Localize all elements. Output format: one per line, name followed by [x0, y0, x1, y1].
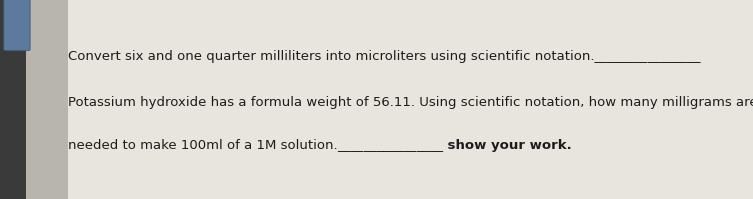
- Text: Potassium hydroxide has a formula weight of 56.11. Using scientific notation, ho: Potassium hydroxide has a formula weight…: [68, 96, 753, 108]
- Text: needed to make 100ml of a 1M solution.: needed to make 100ml of a 1M solution.: [68, 139, 337, 152]
- Bar: [26, 0, 68, 199]
- Text: ________________: ________________: [337, 139, 444, 152]
- Text: show your work.: show your work.: [444, 139, 572, 152]
- FancyBboxPatch shape: [4, 0, 30, 51]
- Bar: [0, 0, 26, 199]
- Text: Convert six and one quarter milliliters into microliters using scientific notati: Convert six and one quarter milliliters …: [68, 50, 700, 63]
